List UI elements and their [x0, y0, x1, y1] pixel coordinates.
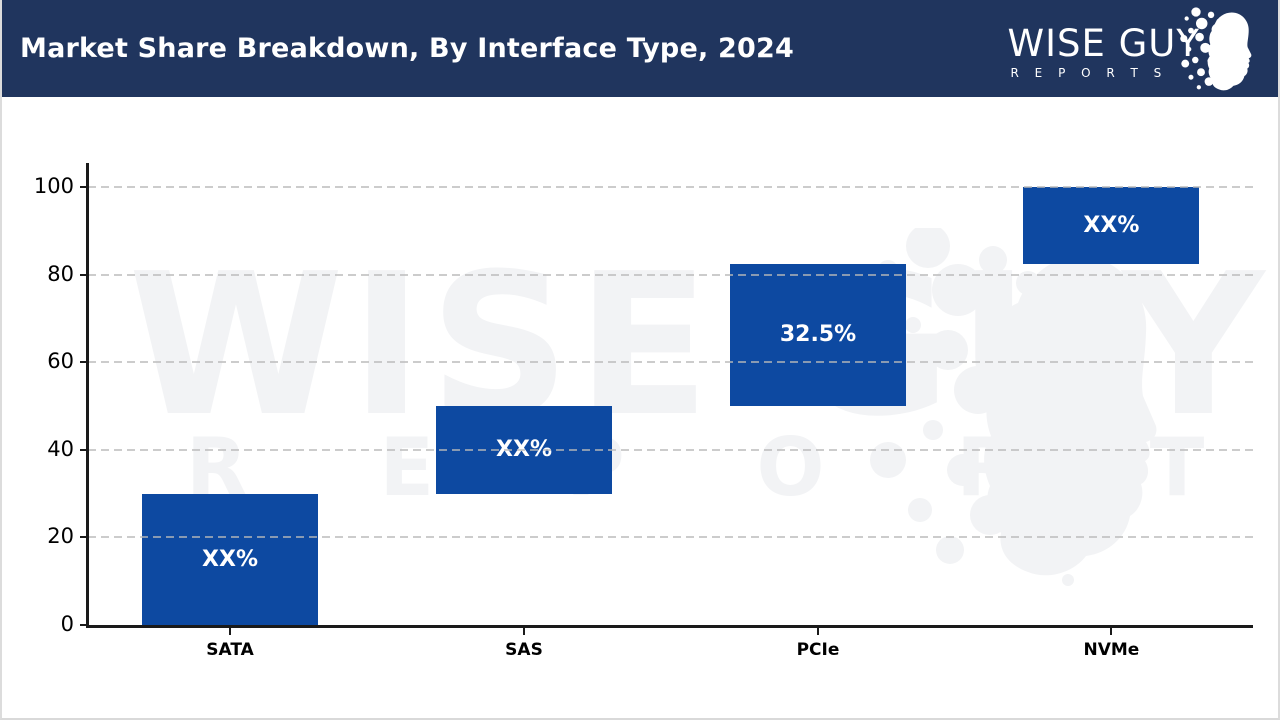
logo-subtext: R E P O R T S [1010, 66, 1168, 80]
y-tick-100 [80, 186, 88, 188]
y-tick-label-100: 100 [33, 174, 74, 198]
watermark-head-icon [862, 228, 1157, 586]
x-tick-label-SATA: SATA [206, 640, 254, 660]
y-tick-label-80: 80 [47, 261, 74, 286]
gridline-80 [88, 273, 1253, 276]
y-tick-0 [80, 624, 88, 626]
logo-wordmark: WISE GUY [1007, 22, 1200, 65]
header-bar: Market Share Breakdown, By Interface Typ… [0, 0, 1280, 97]
gridline-20 [88, 536, 1253, 539]
x-tick-label-PCIe: PCIe [796, 640, 840, 660]
x-tick-NVMe [1110, 627, 1113, 635]
bar-value-label-SATA: XX% [202, 546, 258, 572]
bar-value-label-NVMe: XX% [1083, 212, 1140, 238]
y-tick-label-60: 60 [47, 349, 74, 374]
y-tick-label-0: 0 [60, 612, 74, 636]
gridline-40 [88, 448, 1253, 451]
watermark-reports: R E P O R T S [186, 421, 1280, 514]
y-tick-label-40: 40 [47, 436, 74, 461]
x-tick-label-NVMe: NVMe [1083, 640, 1140, 660]
x-axis-spine [86, 625, 1253, 628]
y-tick-60 [80, 361, 88, 364]
gridline-100 [88, 186, 1253, 188]
bar-value-label-PCIe: 32.5% [779, 322, 857, 348]
watermark-wordmark: WISE GUY [128, 232, 1271, 460]
y-tick-label-20: 20 [47, 524, 74, 549]
x-tick-SATA [229, 627, 231, 635]
y-tick-40 [80, 448, 88, 451]
x-tick-label-SAS: SAS [505, 640, 543, 660]
x-tick-PCIe [817, 627, 819, 635]
y-tick-80 [80, 273, 88, 276]
bar-SATA: XX% [142, 493, 318, 625]
x-tick-SAS [523, 627, 525, 635]
brand-logo: WISE GUY R E P O R T S [1008, 7, 1266, 93]
logo-head-icon [1180, 7, 1252, 91]
chart-title: Market Share Breakdown, By Interface Typ… [20, 33, 794, 64]
bar-PCIe: 32.5% [730, 263, 906, 406]
y-tick-20 [80, 536, 88, 539]
gridline-60 [88, 361, 1253, 364]
bar-NVMe: XX% [1023, 187, 1200, 264]
y-axis-spine [86, 163, 89, 627]
